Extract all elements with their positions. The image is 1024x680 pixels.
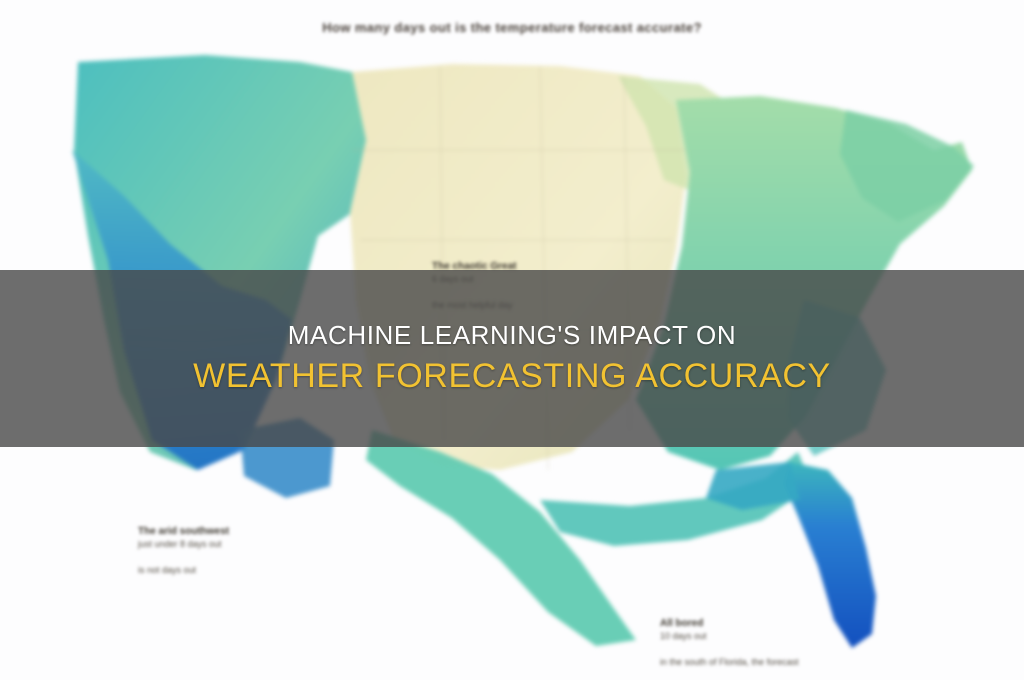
region-florida-panhandle xyxy=(706,462,800,510)
annotation-florida-heading: All bored xyxy=(660,618,704,629)
annotation-southwest-note: is not days out xyxy=(138,565,197,575)
annotation-southwest: The arid southwest just under 8 days out… xyxy=(138,512,288,590)
region-florida xyxy=(784,462,876,648)
annotation-central-heading: The chaotic Great xyxy=(432,261,517,272)
headline-line-2: WEATHER FORECASTING ACCURACY xyxy=(193,356,831,395)
annotation-florida: All bored 10 days out in the south of Fl… xyxy=(660,604,930,680)
headline-line-1: MACHINE LEARNING'S IMPACT ON xyxy=(287,320,737,350)
annotation-southwest-heading: The arid southwest xyxy=(138,526,230,537)
region-texas-gulf xyxy=(366,430,636,646)
chart-title: How many days out is the temperature for… xyxy=(322,20,702,35)
region-gulf-coast xyxy=(540,452,812,546)
annotation-southwest-detail: just under 8 days out xyxy=(138,539,222,549)
headline-banner: MACHINE LEARNING'S IMPACT ON WEATHER FOR… xyxy=(0,270,1024,447)
region-northeast xyxy=(840,110,974,222)
annotation-florida-note: in the south of Florida, the forecast xyxy=(660,657,799,667)
annotation-florida-detail: 10 days out xyxy=(660,631,707,641)
